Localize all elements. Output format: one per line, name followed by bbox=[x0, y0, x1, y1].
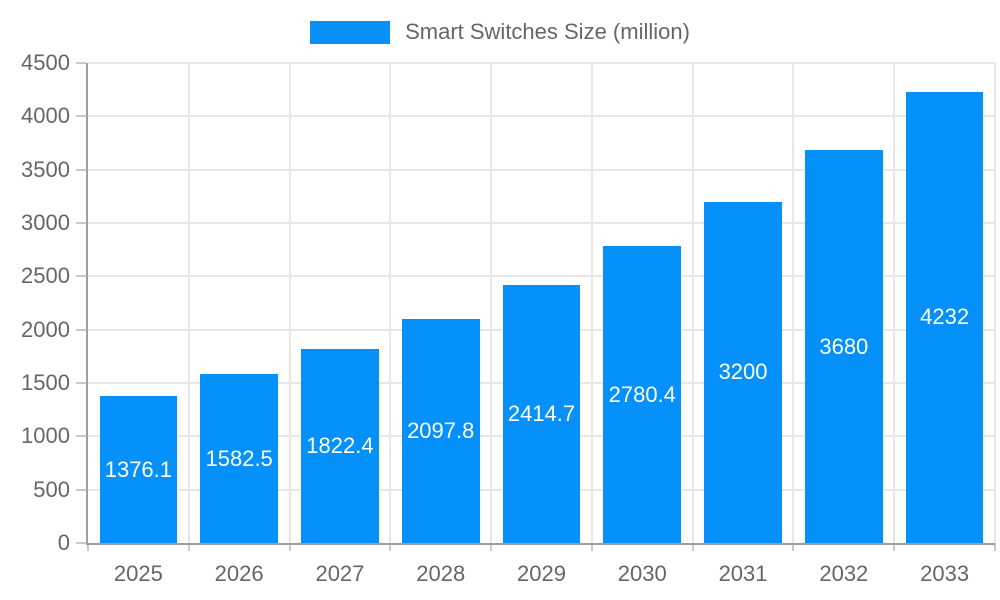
y-axis-label: 4000 bbox=[21, 103, 70, 129]
gridline-horizontal bbox=[88, 62, 995, 64]
gridline-vertical bbox=[590, 63, 593, 543]
chart-legend: Smart Switches Size (million) bbox=[0, 19, 1000, 45]
y-axis-label: 2500 bbox=[21, 263, 70, 289]
x-axis-tick bbox=[590, 543, 593, 551]
x-axis-tick bbox=[994, 543, 996, 551]
y-axis-label: 500 bbox=[33, 476, 70, 502]
bar: 1376.1 bbox=[99, 396, 178, 543]
bar-value-label: 1376.1 bbox=[104, 456, 173, 482]
x-axis-label: 2030 bbox=[617, 561, 667, 586]
x-axis-label: 2032 bbox=[819, 561, 869, 586]
y-axis-tick bbox=[76, 488, 86, 491]
y-axis-label: 2000 bbox=[21, 316, 70, 342]
y-axis-tick bbox=[76, 435, 86, 438]
y-axis-tick bbox=[76, 62, 86, 64]
x-axis-tick bbox=[389, 543, 392, 551]
gridline-horizontal bbox=[88, 115, 995, 118]
gridline-horizontal bbox=[88, 222, 995, 224]
y-axis-tick bbox=[76, 382, 86, 384]
y-axis-tick bbox=[76, 542, 86, 544]
legend-label: Smart Switches Size (million) bbox=[405, 19, 690, 44]
x-axis-tick bbox=[691, 543, 694, 551]
x-axis-line bbox=[86, 543, 995, 545]
y-axis-label: 3500 bbox=[21, 156, 70, 182]
gridline-vertical bbox=[288, 63, 291, 543]
bar-value-label: 1822.4 bbox=[306, 432, 374, 458]
bar: 2780.4 bbox=[603, 246, 682, 543]
x-axis-label: 2027 bbox=[315, 561, 365, 586]
x-axis-tick bbox=[792, 543, 795, 551]
bar: 1582.5 bbox=[200, 374, 278, 543]
x-axis-label: 2026 bbox=[214, 561, 264, 586]
bar: 1822.4 bbox=[301, 348, 379, 543]
gridline-vertical bbox=[389, 63, 392, 543]
bar: 4232 bbox=[905, 91, 984, 543]
gridline-vertical bbox=[490, 63, 493, 543]
bar: 2414.7 bbox=[502, 285, 581, 543]
bar-value-label: 1582.5 bbox=[205, 445, 273, 471]
y-axis-label: 0 bbox=[57, 530, 70, 555]
x-axis-tick bbox=[288, 543, 291, 551]
gridline-vertical bbox=[187, 63, 190, 543]
bar: 3200 bbox=[704, 201, 782, 543]
y-axis-tick bbox=[76, 168, 86, 171]
x-axis-label: 2029 bbox=[517, 561, 566, 586]
y-axis-tick bbox=[76, 275, 86, 278]
x-axis-tick bbox=[490, 543, 493, 551]
y-axis-label: 4500 bbox=[21, 50, 70, 75]
gridline-horizontal bbox=[88, 168, 995, 171]
bar-value-label: 2097.8 bbox=[407, 418, 475, 444]
gridline-vertical bbox=[994, 63, 996, 543]
y-axis-line bbox=[86, 63, 88, 543]
gridline-vertical bbox=[691, 63, 694, 543]
gridline-vertical bbox=[792, 63, 795, 543]
gridline-vertical bbox=[893, 63, 896, 543]
bar-value-label: 4232 bbox=[920, 304, 970, 330]
x-axis-label: 2033 bbox=[920, 561, 970, 586]
y-axis-label: 1500 bbox=[21, 370, 70, 395]
bar-value-label: 2414.7 bbox=[507, 401, 576, 427]
y-axis-tick bbox=[76, 115, 86, 118]
legend-swatch bbox=[310, 20, 391, 44]
bar: 3680 bbox=[805, 150, 883, 543]
y-axis-tick bbox=[76, 222, 86, 224]
y-axis-label: 1000 bbox=[21, 423, 70, 449]
x-axis-tick bbox=[187, 543, 190, 551]
y-axis-tick bbox=[76, 328, 86, 331]
x-axis-tick bbox=[87, 543, 89, 551]
bar: 2097.8 bbox=[401, 319, 480, 543]
bar-value-label: 3680 bbox=[819, 333, 869, 359]
x-axis-label: 2031 bbox=[718, 561, 768, 586]
gridline-horizontal bbox=[88, 275, 995, 278]
x-axis-label: 2025 bbox=[113, 561, 163, 586]
x-axis-tick bbox=[893, 543, 896, 551]
y-axis-label: 3000 bbox=[21, 210, 70, 235]
bar-value-label: 3200 bbox=[718, 359, 768, 385]
bar-value-label: 2780.4 bbox=[608, 381, 676, 407]
x-axis-label: 2028 bbox=[416, 561, 466, 586]
